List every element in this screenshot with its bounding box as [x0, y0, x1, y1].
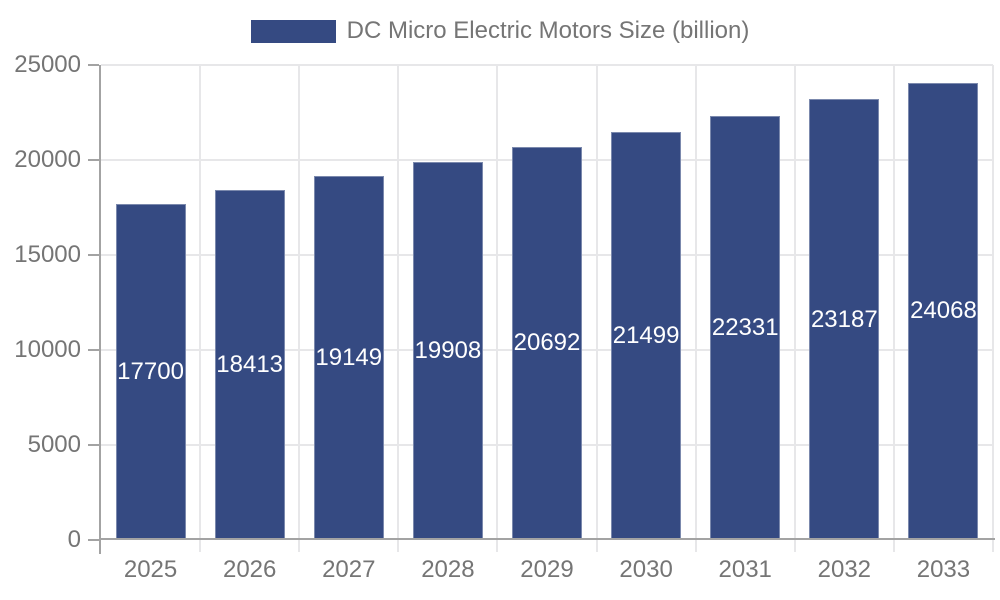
x-axis-line: [99, 538, 995, 540]
bar-value-label: 19149: [315, 344, 383, 372]
bar-value-label: 24068: [910, 297, 977, 325]
bar-value-label: 17700: [117, 357, 184, 385]
x-tick-label: 2027: [322, 556, 376, 583]
gridline-vertical: [694, 65, 697, 552]
x-tick-label: 2028: [421, 556, 475, 583]
y-tick-label: 15000: [14, 241, 81, 268]
gridline-vertical: [793, 65, 796, 552]
x-tick-label: 2032: [817, 556, 872, 583]
gridline-horizontal: [101, 64, 993, 66]
bar-value-label: 21499: [612, 321, 680, 349]
bar-value-label: 18413: [216, 351, 284, 379]
bar-2025: 17700: [115, 203, 186, 540]
x-tick-label: 2030: [619, 556, 673, 583]
y-tick-label: 25000: [14, 51, 81, 78]
plot-area: 0 5000 10000 15000 20000 25000 17700 2025 18413 2…: [14, 52, 995, 583]
bar-value-label: 22331: [711, 313, 779, 341]
bar-2032: 23187: [809, 99, 880, 540]
y-tick-label: 0: [67, 526, 81, 553]
y-axis-tick: [88, 254, 99, 256]
y-axis-tick: [88, 349, 99, 351]
gridline-vertical: [298, 65, 301, 552]
bar-2028: 19908: [412, 161, 483, 540]
x-tick-label: 2026: [222, 556, 277, 583]
x-tick-label: 2029: [520, 556, 574, 583]
y-tick-label: 5000: [27, 431, 81, 458]
x-tick-label: 2033: [916, 556, 971, 583]
bar-2030: 21499: [611, 131, 682, 540]
y-axis-tick: [88, 159, 99, 161]
y-tick-label: 10000: [14, 336, 81, 363]
legend-swatch: [250, 19, 336, 43]
y-tick-label: 20000: [14, 146, 81, 173]
gridline-vertical: [496, 65, 499, 552]
gridline-vertical: [992, 65, 994, 552]
bar-2029: 20692: [512, 146, 582, 540]
bar-2027: 19149: [313, 176, 384, 540]
y-axis-tick: [88, 539, 99, 541]
gridline-vertical: [892, 65, 895, 552]
legend-label: DC Micro Electric Motors Size (billion): [346, 17, 750, 44]
x-tick-label: 2025: [123, 556, 178, 583]
bar-value-label: 23187: [810, 305, 878, 333]
legend[interactable]: DC Micro Electric Motors Size (billion): [0, 18, 1000, 44]
x-tick-label: 2031: [718, 556, 772, 583]
gridline-vertical: [595, 65, 598, 552]
gridline-vertical: [397, 65, 400, 552]
gridline-vertical: [199, 65, 202, 552]
bar-value-label: 19908: [414, 336, 482, 364]
bar-2026: 18413: [214, 190, 285, 540]
bar-2031: 22331: [710, 115, 781, 540]
bar-2033: 24068: [908, 82, 979, 540]
y-axis-line: [99, 65, 101, 554]
bar-value-label: 20692: [513, 329, 581, 357]
y-axis-tick: [88, 444, 99, 446]
y-axis-tick: [88, 64, 99, 66]
